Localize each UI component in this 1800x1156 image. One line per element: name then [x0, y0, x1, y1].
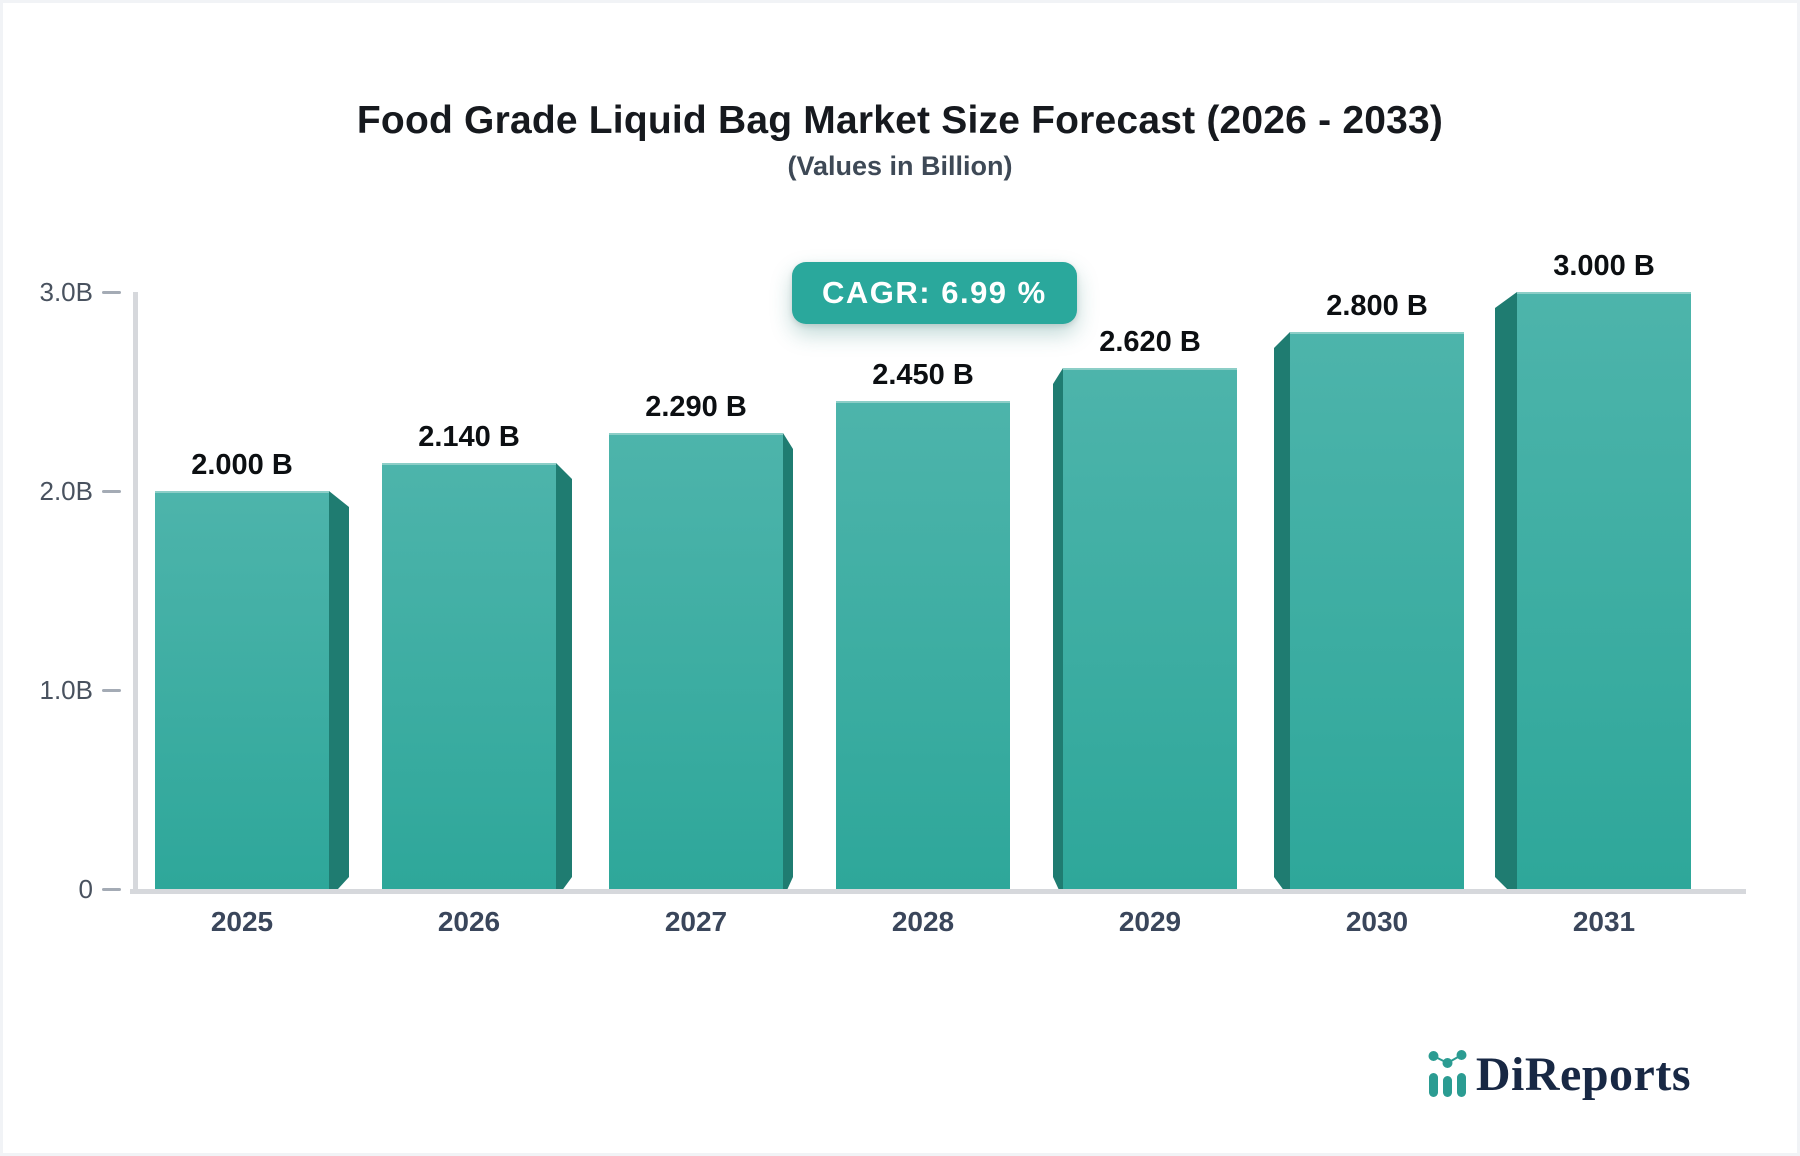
x-axis-label-2026: 2026 — [437, 906, 501, 937]
bar-face-2025 — [155, 491, 329, 889]
bar-side-shadow-2029 — [1053, 368, 1063, 889]
x-axis-label-2029: 2029 — [1118, 906, 1182, 937]
y-axis-tick-mark — [102, 888, 121, 891]
y-axis-line — [133, 292, 138, 894]
y-axis-tick-label: 2.0B — [39, 476, 94, 506]
x-axis-label-2031: 2031 — [1572, 906, 1636, 937]
bar-side-shadow-2030 — [1274, 332, 1290, 889]
y-axis-tick-mark — [102, 291, 121, 294]
bar-2031 — [1495, 292, 1691, 889]
y-axis-tick-mark — [102, 689, 121, 692]
bar-face-2026 — [382, 463, 556, 889]
x-axis-label-2028: 2028 — [891, 906, 955, 937]
y-axis-tick-mark — [102, 490, 121, 493]
bar-face-2030 — [1290, 332, 1464, 889]
cagr-badge: CAGR: 6.99 % — [792, 262, 1077, 324]
bar-face-2027 — [609, 433, 783, 889]
bar-side-shadow-2027 — [783, 433, 793, 889]
x-axis-label-2030: 2030 — [1345, 906, 1409, 937]
bar-2027 — [609, 433, 793, 889]
x-axis-label-2027: 2027 — [664, 906, 728, 937]
bar-chart-logo-icon — [1428, 1050, 1467, 1097]
bar-value-label-2026: 2.140 B — [418, 421, 520, 453]
bar-value-label-2029: 2.620 B — [1099, 326, 1201, 358]
x-axis-label-2025: 2025 — [210, 906, 274, 937]
bar-side-shadow-2025 — [329, 491, 349, 889]
bar-2025 — [155, 491, 349, 889]
bar-value-label-2030: 2.800 B — [1326, 290, 1428, 322]
bar-face-2031 — [1517, 292, 1691, 889]
brand-logo: DiReports — [1424, 1049, 1691, 1099]
x-axis-line — [130, 889, 1746, 894]
y-axis-tick-label: 0 — [78, 874, 93, 904]
chart-subtitle: (Values in Billion) — [787, 151, 1013, 181]
bar-side-shadow-2026 — [556, 463, 572, 889]
bar-value-label-2031: 3.000 B — [1553, 250, 1655, 282]
brand-logo-text: DiReports — [1475, 1048, 1691, 1101]
y-axis-tick-label: 3.0B — [39, 277, 94, 307]
bar-2028 — [836, 401, 1010, 889]
bar-2029 — [1053, 368, 1237, 889]
bar-side-shadow-2031 — [1495, 292, 1517, 889]
bar-value-label-2027: 2.290 B — [645, 391, 747, 423]
y-axis-tick-label: 1.0B — [39, 675, 94, 705]
bar-face-2029 — [1063, 368, 1237, 889]
bar-2030 — [1274, 332, 1464, 889]
bar-value-label-2028: 2.450 B — [872, 359, 974, 391]
chart-title: Food Grade Liquid Bag Market Size Foreca… — [356, 99, 1444, 142]
bar-value-label-2025: 2.000 B — [191, 449, 293, 481]
bar-face-2028 — [836, 401, 1010, 889]
bar-2026 — [382, 463, 572, 889]
